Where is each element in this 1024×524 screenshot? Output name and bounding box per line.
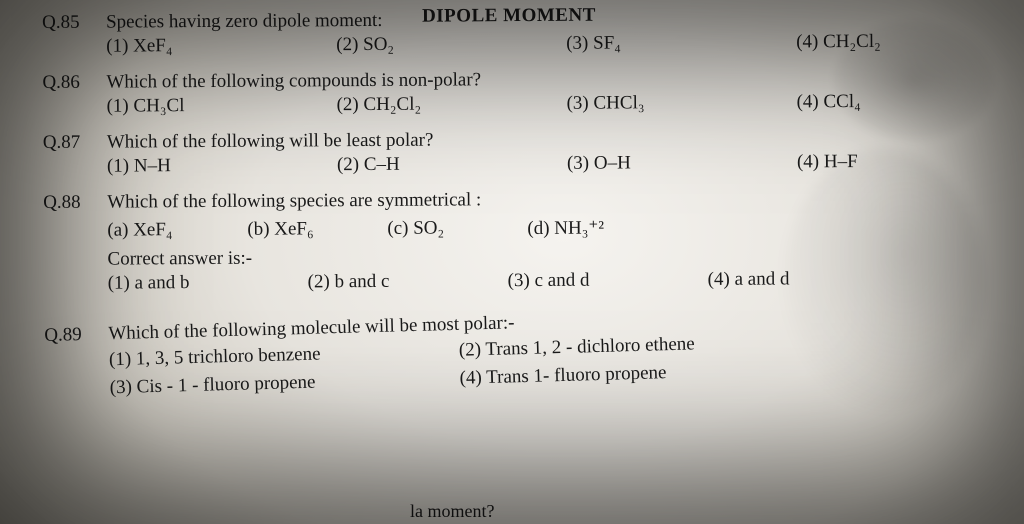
q89-option-1: (1) 1, 3, 5 trichloro benzene [109,341,429,372]
q87-option-4: (4) H–F [797,150,997,173]
q89-option-2: (2) Trans 1, 2 - dichloro ethene [459,331,799,362]
q87-option-1: (1) N–H [107,154,337,177]
question-89: Q.89 Which of the following molecule wil… [44,299,1006,401]
q88-option-4: (4) a and d [708,268,888,291]
q85-number: Q.85 [42,12,106,34]
q89-option-4: (4) Trans 1- fluoro propene [459,359,799,390]
q85-option-2: (2) SO₂ [336,33,566,56]
q88-sub-options: (a) XeF₄ (b) XeF₆ (c) SO₂ (d) NH₃⁺² [43,214,1003,243]
question-87: Q.87 Which of the following will be leas… [43,126,1003,178]
q87-stem-row: Q.87 Which of the following will be leas… [43,126,1003,154]
question-86: Q.86 Which of the following compounds is… [42,66,1002,118]
q85-option-1: (1) XeF₄ [106,34,336,57]
q85-options: (1) XeF₄ (2) SO₂ (3) SF₄ (4) CH₂Cl₂ [42,30,1002,58]
q88-option-2: (2) b and c [308,270,508,293]
question-85: Q.85 Species having zero dipole moment: … [42,6,1002,58]
q86-stem-row: Q.86 Which of the following compounds is… [42,66,1002,94]
q88-number: Q.88 [43,192,107,214]
q89-option-3: (3) Cis - 1 - fluoro propene [109,369,429,400]
q88-option-3: (3) c and d [508,269,708,292]
q86-option-2: (2) CH₂Cl₂ [337,93,567,116]
q86-option-3: (3) CHCl₃ [567,91,797,114]
q85-option-4: (4) CH₂Cl₂ [796,30,996,53]
q89-number: Q.89 [44,323,109,347]
q88-sub-c: (c) SO₂ [387,217,527,241]
question-88: Q.88 Which of the following species are … [43,186,1004,295]
q86-option-1: (1) CH₃Cl [107,94,337,117]
q86-option-4: (4) CCl₄ [796,90,996,113]
q86-text: Which of the following compounds is non-… [106,69,481,93]
q88-text: Which of the following species are symme… [107,189,481,213]
q88-stem-row: Q.88 Which of the following species are … [43,186,1003,214]
q85-text: Species having zero dipole moment: [106,10,383,34]
footer-fragment: la moment? [410,501,494,522]
q87-options: (1) N–H (2) C–H (3) O–H (4) H–F [43,150,1003,178]
q88-options: (1) a and b (2) b and c (3) c and d (4) … [44,267,1004,295]
q86-number: Q.86 [42,72,106,94]
q87-text: Which of the following will be least pol… [107,130,434,154]
q88-option-1: (1) a and b [108,271,308,294]
q86-options: (1) CH₃Cl (2) CH₂Cl₂ (3) CHCl₃ (4) CCl₄ [43,90,1003,118]
q87-number: Q.87 [43,132,107,154]
q85-stem-row: Q.85 Species having zero dipole moment: [42,6,1002,34]
q88-sub-d: (d) NH₃⁺² [527,216,667,240]
page: DIPOLE MOMENT Q.85 Species having zero d… [42,6,1004,395]
q88-correct-label: Correct answer is:- [43,243,1003,271]
q87-option-2: (2) C–H [337,153,567,176]
q85-option-3: (3) SF₄ [566,31,796,54]
q88-sub-b: (b) XeF₆ [247,218,387,242]
q88-sub-a: (a) XeF₄ [107,219,247,243]
q87-option-3: (3) O–H [567,151,797,174]
